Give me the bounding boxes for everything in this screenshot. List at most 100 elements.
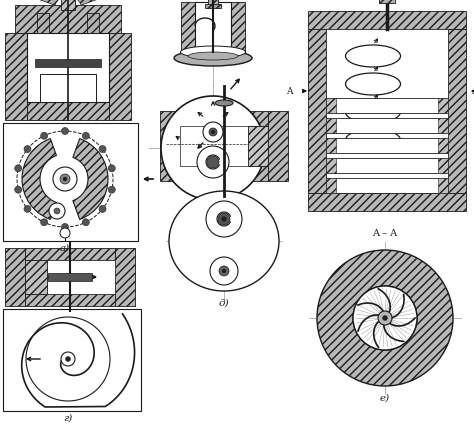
Bar bbox=[326, 158, 336, 173]
Circle shape bbox=[60, 174, 70, 184]
Wedge shape bbox=[73, 138, 108, 219]
Bar bbox=[231, 2, 245, 52]
Bar bbox=[205, 4, 221, 8]
Bar bbox=[87, 13, 99, 33]
Circle shape bbox=[221, 216, 227, 222]
Text: б): б) bbox=[208, 210, 218, 219]
Text: A: A bbox=[471, 86, 474, 95]
Circle shape bbox=[203, 122, 223, 142]
Bar bbox=[160, 111, 180, 181]
Circle shape bbox=[82, 132, 89, 139]
Bar bbox=[438, 178, 448, 193]
Bar bbox=[61, 0, 75, 10]
Bar bbox=[326, 178, 336, 193]
Bar bbox=[438, 118, 448, 133]
Bar bbox=[379, 0, 395, 3]
Bar bbox=[326, 118, 336, 133]
Circle shape bbox=[49, 203, 65, 219]
Circle shape bbox=[24, 146, 31, 153]
Circle shape bbox=[63, 177, 67, 181]
Bar bbox=[308, 11, 466, 29]
Circle shape bbox=[108, 165, 115, 172]
Bar bbox=[326, 158, 448, 173]
Circle shape bbox=[41, 132, 48, 139]
Circle shape bbox=[53, 167, 77, 191]
Bar bbox=[180, 111, 268, 126]
Wedge shape bbox=[22, 138, 56, 219]
Bar bbox=[438, 138, 448, 153]
Circle shape bbox=[218, 213, 230, 225]
Bar bbox=[181, 2, 195, 52]
Bar bbox=[180, 126, 268, 166]
Bar bbox=[109, 33, 131, 120]
Bar bbox=[438, 158, 448, 173]
Bar bbox=[5, 248, 25, 306]
Bar bbox=[48, 273, 92, 281]
Bar bbox=[3, 309, 141, 411]
Bar bbox=[37, 13, 49, 33]
Circle shape bbox=[197, 146, 229, 178]
Circle shape bbox=[60, 228, 70, 238]
Bar bbox=[326, 118, 448, 133]
Circle shape bbox=[209, 128, 217, 136]
Wedge shape bbox=[38, 0, 98, 5]
Circle shape bbox=[206, 201, 242, 237]
Bar bbox=[448, 29, 466, 193]
Text: е): е) bbox=[380, 394, 390, 403]
Text: а): а) bbox=[60, 244, 70, 253]
Text: A: A bbox=[286, 86, 292, 95]
Bar bbox=[326, 178, 448, 193]
Circle shape bbox=[65, 357, 71, 362]
Text: A – A: A – A bbox=[373, 229, 398, 238]
Text: г): г) bbox=[64, 414, 73, 423]
Circle shape bbox=[99, 205, 106, 213]
Ellipse shape bbox=[181, 46, 246, 58]
Bar bbox=[27, 33, 109, 102]
Bar bbox=[25, 260, 47, 294]
Circle shape bbox=[62, 127, 69, 135]
Bar bbox=[326, 29, 448, 193]
Wedge shape bbox=[317, 250, 453, 386]
Circle shape bbox=[24, 205, 31, 213]
Bar bbox=[308, 193, 466, 211]
Circle shape bbox=[378, 311, 392, 325]
Text: д): д) bbox=[219, 299, 229, 308]
Circle shape bbox=[210, 257, 238, 285]
Bar bbox=[326, 138, 336, 153]
Circle shape bbox=[15, 186, 22, 193]
Circle shape bbox=[15, 165, 22, 172]
Bar bbox=[268, 111, 288, 181]
Bar bbox=[3, 123, 138, 241]
Circle shape bbox=[161, 96, 265, 200]
Bar bbox=[25, 260, 115, 294]
Circle shape bbox=[41, 219, 48, 226]
Bar bbox=[326, 138, 448, 153]
Bar bbox=[208, 0, 218, 6]
Bar bbox=[25, 294, 115, 306]
Ellipse shape bbox=[174, 50, 252, 66]
Circle shape bbox=[54, 208, 60, 214]
Bar bbox=[248, 126, 268, 166]
Circle shape bbox=[353, 286, 417, 350]
Bar bbox=[40, 74, 96, 102]
Circle shape bbox=[62, 224, 69, 230]
Circle shape bbox=[211, 130, 215, 134]
Ellipse shape bbox=[188, 52, 238, 60]
Bar bbox=[25, 248, 115, 260]
Ellipse shape bbox=[215, 100, 233, 106]
Bar bbox=[115, 248, 135, 306]
Bar bbox=[326, 98, 448, 113]
Circle shape bbox=[61, 352, 75, 366]
Bar bbox=[308, 29, 326, 193]
Bar bbox=[438, 98, 448, 113]
Circle shape bbox=[222, 269, 226, 273]
Bar bbox=[35, 59, 101, 67]
Bar bbox=[27, 102, 109, 120]
Circle shape bbox=[99, 146, 106, 153]
Bar bbox=[5, 33, 27, 120]
Circle shape bbox=[219, 266, 229, 276]
Circle shape bbox=[82, 219, 89, 226]
Bar bbox=[195, 2, 231, 52]
Circle shape bbox=[108, 186, 115, 193]
Bar bbox=[326, 98, 336, 113]
